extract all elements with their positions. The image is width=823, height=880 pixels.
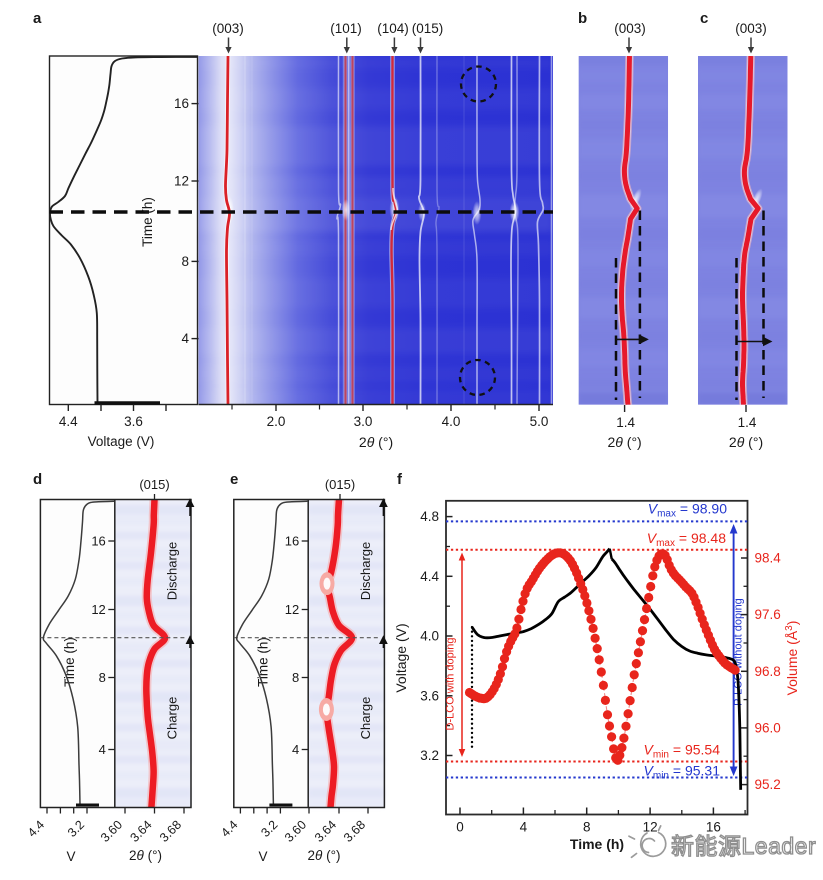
- svg-text:Discharge: Discharge: [358, 542, 373, 601]
- svg-text:V: V: [66, 849, 75, 864]
- svg-text:Charge: Charge: [358, 697, 373, 740]
- svg-text:3.68: 3.68: [341, 818, 368, 845]
- svg-text:(104): (104): [377, 21, 409, 36]
- svg-text:Time (h): Time (h): [140, 197, 155, 247]
- svg-text:3.60: 3.60: [98, 818, 125, 845]
- svg-text:12: 12: [285, 602, 299, 617]
- svg-text:8: 8: [583, 820, 591, 835]
- svg-text:2θ (°): 2θ (°): [308, 848, 341, 863]
- svg-text:Discharge: Discharge: [164, 542, 179, 601]
- svg-text:(015): (015): [139, 477, 169, 492]
- svg-text:1.4: 1.4: [616, 415, 635, 430]
- svg-text:4.4: 4.4: [59, 414, 78, 429]
- svg-text:Voltage (V): Voltage (V): [393, 623, 409, 692]
- svg-text:3.6: 3.6: [420, 688, 439, 703]
- svg-text:Time (h): Time (h): [62, 637, 77, 687]
- svg-text:4.4: 4.4: [420, 569, 439, 584]
- svg-text:98.4: 98.4: [755, 551, 782, 566]
- svg-text:3.0: 3.0: [354, 414, 373, 429]
- svg-text:8: 8: [181, 254, 189, 269]
- svg-text:3.2: 3.2: [420, 748, 439, 763]
- svg-text:d: d: [33, 471, 42, 488]
- svg-text:4.4: 4.4: [25, 818, 47, 840]
- svg-text:96.8: 96.8: [755, 664, 781, 679]
- svg-text:3.6: 3.6: [124, 414, 143, 429]
- svg-text:V: V: [258, 849, 267, 864]
- svg-text:4: 4: [292, 742, 299, 757]
- svg-text:D-LCO with doping: D-LCO with doping: [445, 638, 457, 731]
- svg-text:f: f: [397, 471, 403, 488]
- svg-text:Time (h): Time (h): [256, 637, 271, 687]
- svg-text:4: 4: [99, 742, 106, 757]
- svg-text:3.2: 3.2: [65, 818, 87, 840]
- svg-text:2θ (°): 2θ (°): [359, 434, 393, 450]
- svg-text:3.60: 3.60: [282, 818, 309, 845]
- svg-text:2.0: 2.0: [267, 414, 286, 429]
- svg-text:Voltage (V): Voltage (V): [88, 434, 155, 449]
- svg-text:3.64: 3.64: [128, 818, 155, 845]
- svg-text:12: 12: [91, 602, 105, 617]
- svg-text:3.64: 3.64: [312, 818, 339, 845]
- svg-text:2θ (°): 2θ (°): [607, 434, 641, 450]
- svg-text:Time (h): Time (h): [570, 836, 624, 852]
- svg-text:0: 0: [456, 820, 464, 835]
- svg-text:(003): (003): [212, 21, 244, 36]
- svg-text:16: 16: [285, 534, 299, 549]
- svg-text:95.2: 95.2: [755, 777, 781, 792]
- svg-text:1.4: 1.4: [738, 415, 757, 430]
- svg-text:4.8: 4.8: [420, 509, 439, 524]
- svg-text:97.6: 97.6: [755, 607, 781, 622]
- svg-text:P-LCO without doping: P-LCO without doping: [733, 598, 745, 706]
- svg-text:(003): (003): [614, 21, 646, 36]
- svg-text:3.2: 3.2: [258, 818, 280, 840]
- svg-text:(015): (015): [325, 477, 355, 492]
- svg-text:12: 12: [643, 820, 658, 835]
- svg-text:12: 12: [174, 174, 189, 189]
- svg-text:e: e: [230, 471, 238, 488]
- svg-text:2θ (°): 2θ (°): [729, 434, 763, 450]
- svg-text:16: 16: [706, 820, 721, 835]
- svg-text:(003): (003): [735, 21, 767, 36]
- svg-text:Volume (Å3): Volume (Å3): [784, 621, 801, 696]
- svg-text:96.0: 96.0: [755, 720, 781, 735]
- svg-text:新能源Leader: 新能源Leader: [671, 833, 816, 859]
- svg-text:Charge: Charge: [164, 697, 179, 740]
- svg-text:4: 4: [520, 820, 528, 835]
- svg-text:4.0: 4.0: [442, 414, 461, 429]
- svg-text:16: 16: [174, 96, 189, 111]
- svg-text:3.68: 3.68: [157, 818, 184, 845]
- svg-text:a: a: [33, 10, 42, 27]
- svg-text:2θ (°): 2θ (°): [129, 848, 162, 863]
- svg-text:4.4: 4.4: [218, 818, 240, 840]
- svg-text:5.0: 5.0: [530, 414, 549, 429]
- svg-text:16: 16: [91, 534, 105, 549]
- svg-text:8: 8: [99, 670, 106, 685]
- svg-text:4: 4: [181, 331, 189, 346]
- svg-text:c: c: [700, 10, 708, 27]
- svg-text:(101): (101): [330, 21, 362, 36]
- svg-text:(015): (015): [412, 21, 444, 36]
- svg-text:b: b: [578, 10, 587, 27]
- svg-text:4.0: 4.0: [420, 629, 439, 644]
- svg-text:8: 8: [292, 670, 299, 685]
